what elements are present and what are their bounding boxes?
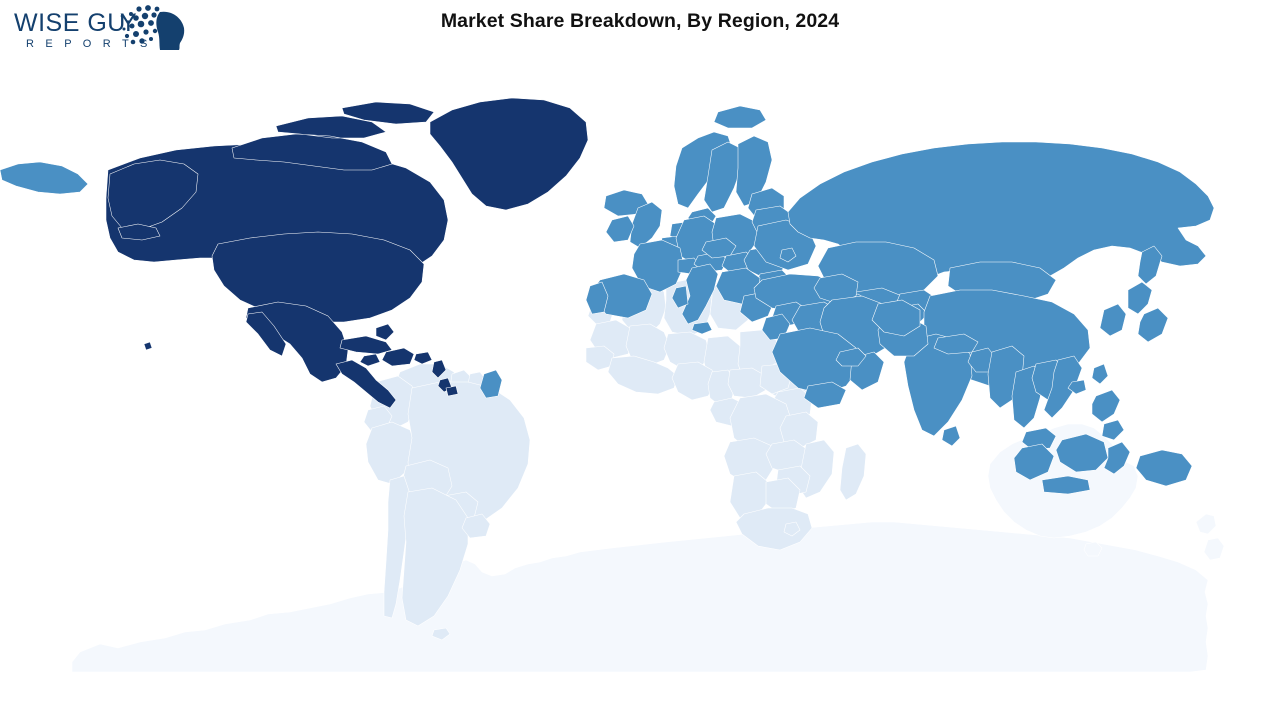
country-korea bbox=[1100, 304, 1126, 336]
region-north-america bbox=[106, 98, 588, 408]
region-middle-east bbox=[754, 274, 898, 408]
world-map-svg bbox=[0, 52, 1280, 720]
country-uae-qatar-kuwait bbox=[836, 348, 866, 366]
country-madagascar bbox=[840, 444, 866, 500]
country-yemen bbox=[804, 382, 846, 408]
country-south-africa bbox=[736, 508, 812, 550]
country-cuba bbox=[340, 336, 392, 354]
country-taiwan bbox=[1092, 364, 1108, 384]
country-ireland bbox=[606, 216, 634, 242]
usa-alaska bbox=[108, 160, 198, 230]
chart-title: Market Share Breakdown, By Region, 2024 bbox=[440, 10, 840, 32]
country-hispaniola-jamaica bbox=[360, 348, 414, 366]
logo-dot-cloud bbox=[120, 5, 162, 45]
country-svalbard bbox=[714, 106, 766, 128]
country-borneo bbox=[1056, 434, 1108, 472]
chart-header: WISE GU Y R E P O R T S bbox=[0, 0, 1280, 52]
country-italy bbox=[682, 264, 718, 324]
country-central-america bbox=[336, 360, 396, 408]
world-map bbox=[0, 52, 1280, 720]
country-portugal bbox=[586, 282, 608, 314]
country-sri-lanka bbox=[942, 426, 960, 446]
country-moldova bbox=[780, 248, 796, 262]
usa-aleutians bbox=[118, 224, 160, 240]
country-java bbox=[1042, 476, 1090, 494]
country-japan bbox=[1128, 282, 1168, 342]
country-argentina bbox=[402, 488, 468, 626]
country-france bbox=[632, 240, 684, 292]
wise-guy-reports-logo: WISE GU Y R E P O R T S bbox=[10, 4, 190, 52]
country-french-guiana bbox=[480, 370, 502, 398]
country-baja-california bbox=[246, 312, 286, 356]
logo-head-silhouette bbox=[156, 11, 185, 50]
country-westafrica-coast bbox=[608, 356, 678, 394]
country-afghanistan bbox=[872, 300, 920, 336]
country-central-african-republic bbox=[728, 368, 766, 398]
country-falklands bbox=[432, 628, 450, 640]
country-bahamas bbox=[376, 324, 394, 340]
country-sakhalin-kuriles bbox=[1138, 246, 1162, 284]
svg-text:WISE GU: WISE GU bbox=[14, 9, 126, 37]
small-marker-dot bbox=[144, 342, 152, 350]
country-russia-far-east-wrap-left bbox=[0, 162, 88, 194]
country-sweden bbox=[704, 142, 742, 212]
country-hainan bbox=[1068, 380, 1086, 394]
country-papua-new-guinea bbox=[1136, 450, 1192, 486]
canada-arctic-islands bbox=[232, 102, 434, 170]
country-sardinia-corsica bbox=[672, 286, 688, 308]
country-trinidad bbox=[446, 386, 458, 396]
country-nigeria bbox=[672, 362, 716, 400]
country-usa bbox=[212, 232, 424, 322]
region-antarctica bbox=[72, 522, 1208, 672]
country-sumatra bbox=[1014, 444, 1054, 480]
country-uruguay bbox=[462, 514, 490, 538]
region-asia bbox=[872, 246, 1192, 494]
country-philippines bbox=[1092, 390, 1124, 440]
country-sulawesi bbox=[1104, 442, 1130, 474]
country-botswana bbox=[766, 478, 800, 514]
country-tasmania bbox=[1084, 542, 1102, 556]
country-new-zealand bbox=[1196, 514, 1224, 560]
svg-text:R E P O R T S: R E P O R T S bbox=[26, 38, 152, 50]
country-greenland bbox=[430, 98, 588, 210]
country-saudi-arabia bbox=[772, 328, 860, 394]
country-antarctica bbox=[72, 522, 1208, 672]
country-mali bbox=[626, 324, 670, 366]
country-sicily bbox=[692, 322, 712, 334]
region-highlight-french-guiana bbox=[480, 370, 502, 398]
country-vietnam bbox=[1044, 356, 1082, 418]
country-malaysia bbox=[1022, 428, 1056, 450]
country-lesotho bbox=[784, 522, 800, 536]
